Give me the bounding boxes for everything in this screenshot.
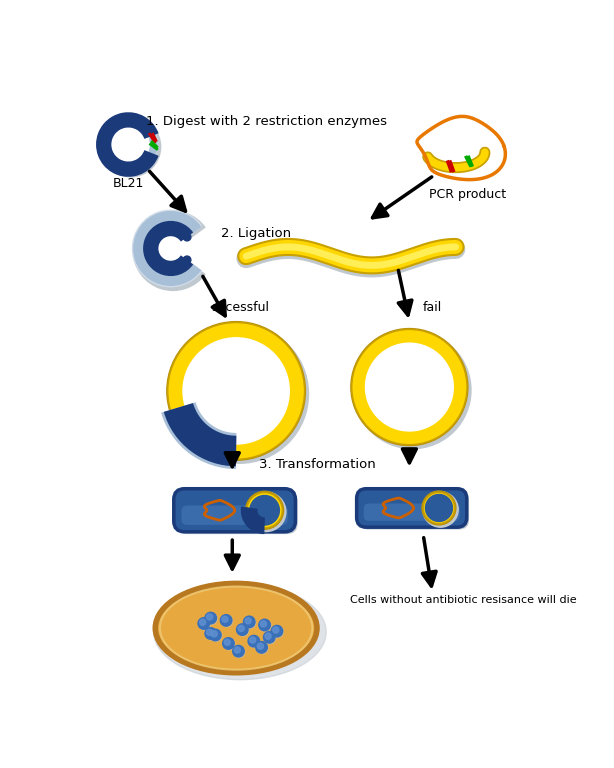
Circle shape [265, 633, 271, 639]
FancyBboxPatch shape [363, 504, 460, 521]
Circle shape [233, 645, 244, 657]
Circle shape [368, 346, 451, 429]
Circle shape [209, 629, 221, 641]
Circle shape [200, 619, 206, 625]
Circle shape [185, 339, 288, 442]
Circle shape [260, 620, 271, 631]
Circle shape [245, 617, 251, 624]
FancyBboxPatch shape [176, 491, 298, 534]
Circle shape [257, 643, 263, 649]
Circle shape [352, 329, 467, 445]
Circle shape [428, 497, 449, 518]
Circle shape [206, 628, 217, 640]
Circle shape [224, 639, 230, 645]
Circle shape [222, 616, 228, 622]
Circle shape [188, 343, 290, 445]
Circle shape [167, 322, 305, 460]
Text: BL21: BL21 [112, 177, 144, 190]
Text: fail: fail [423, 301, 442, 314]
Circle shape [211, 631, 217, 637]
Circle shape [365, 343, 453, 431]
Circle shape [273, 627, 279, 633]
Circle shape [183, 256, 191, 263]
Circle shape [247, 492, 282, 528]
Circle shape [264, 632, 276, 644]
Circle shape [423, 492, 455, 524]
Circle shape [260, 621, 266, 627]
Circle shape [426, 495, 453, 521]
Circle shape [111, 127, 150, 166]
Circle shape [233, 646, 245, 657]
Circle shape [206, 629, 212, 635]
Circle shape [236, 624, 248, 635]
Circle shape [249, 636, 260, 647]
Circle shape [248, 494, 281, 527]
Text: 2. Ligation: 2. Ligation [221, 227, 291, 240]
Circle shape [169, 324, 303, 458]
Circle shape [206, 613, 217, 624]
Circle shape [250, 495, 279, 525]
Circle shape [244, 617, 256, 628]
Circle shape [351, 329, 468, 445]
Circle shape [371, 349, 454, 432]
Circle shape [223, 637, 234, 649]
Text: 3. Transformation: 3. Transformation [258, 458, 375, 471]
Circle shape [220, 614, 232, 626]
Text: PCR product: PCR product [429, 188, 506, 201]
Circle shape [271, 625, 282, 637]
Circle shape [198, 617, 209, 629]
Ellipse shape [155, 584, 317, 673]
Circle shape [237, 624, 249, 636]
Circle shape [223, 638, 235, 650]
Circle shape [427, 496, 451, 520]
Circle shape [255, 501, 278, 523]
Circle shape [248, 635, 260, 647]
Circle shape [259, 619, 270, 631]
Text: 1. Digest with 2 restriction enzymes: 1. Digest with 2 restriction enzymes [146, 115, 387, 128]
Circle shape [101, 117, 161, 177]
Circle shape [170, 325, 308, 463]
Circle shape [252, 498, 277, 522]
Circle shape [256, 641, 267, 653]
Circle shape [238, 625, 244, 631]
Circle shape [423, 492, 458, 527]
FancyBboxPatch shape [359, 491, 469, 529]
Circle shape [250, 637, 256, 643]
Circle shape [107, 124, 149, 165]
Circle shape [367, 345, 452, 429]
Circle shape [246, 492, 284, 529]
Circle shape [422, 491, 456, 525]
FancyBboxPatch shape [174, 488, 295, 531]
Ellipse shape [154, 584, 326, 680]
Circle shape [246, 492, 286, 531]
Circle shape [257, 642, 268, 654]
Circle shape [206, 614, 212, 620]
Circle shape [221, 615, 233, 627]
Circle shape [108, 124, 149, 164]
Circle shape [353, 331, 465, 443]
Circle shape [199, 618, 211, 630]
FancyBboxPatch shape [182, 505, 288, 525]
FancyBboxPatch shape [357, 488, 467, 527]
Circle shape [272, 626, 284, 637]
Circle shape [168, 323, 305, 459]
Text: sucessful: sucessful [211, 301, 269, 314]
Text: Cells without antibiotic resisance will die: Cells without antibiotic resisance will … [350, 595, 577, 605]
Circle shape [243, 616, 255, 627]
Circle shape [251, 497, 278, 524]
Circle shape [263, 631, 275, 643]
Circle shape [234, 647, 240, 653]
Circle shape [205, 612, 217, 624]
Circle shape [425, 494, 453, 522]
Circle shape [205, 627, 217, 639]
Circle shape [183, 338, 289, 444]
Circle shape [183, 233, 191, 241]
Circle shape [430, 499, 451, 519]
Circle shape [354, 332, 471, 449]
Circle shape [100, 116, 157, 173]
Circle shape [99, 115, 158, 174]
Circle shape [185, 340, 287, 442]
Circle shape [211, 630, 222, 641]
